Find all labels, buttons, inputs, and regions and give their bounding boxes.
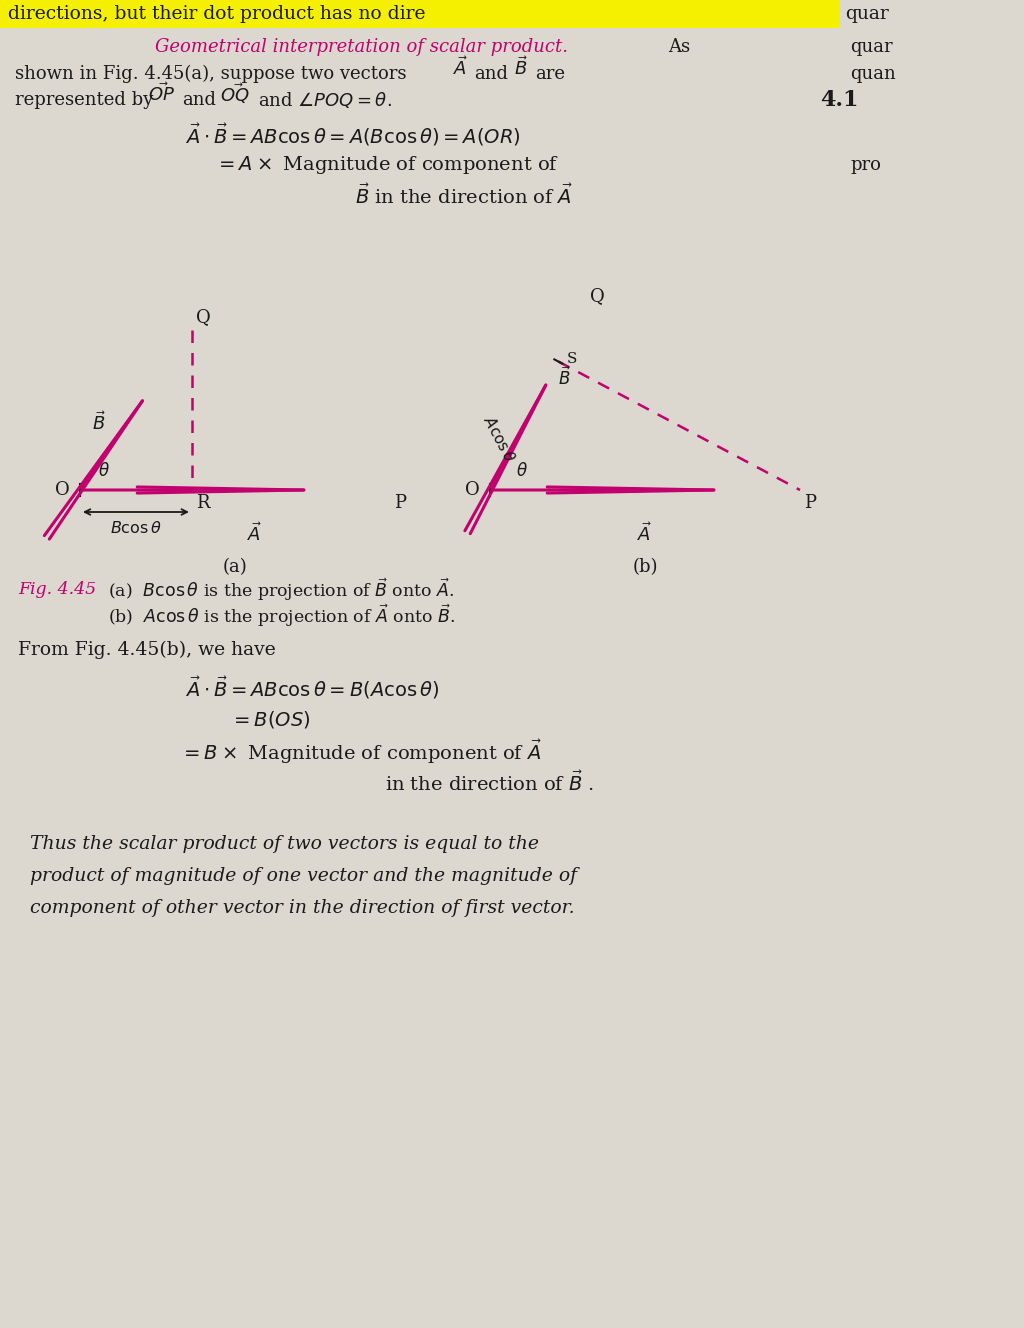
Text: (b)  $A\cos\theta$ is the projection of $\vec{A}$ onto $\vec{B}$.: (b) $A\cos\theta$ is the projection of $… xyxy=(108,603,455,629)
Text: $\theta$: $\theta$ xyxy=(98,462,110,479)
Text: $\vec{OQ}$: $\vec{OQ}$ xyxy=(220,81,250,106)
Text: (b): (b) xyxy=(632,558,657,576)
Text: pro: pro xyxy=(850,155,881,174)
Text: $\vec{A}$: $\vec{A}$ xyxy=(248,522,262,544)
Text: As: As xyxy=(668,39,690,56)
Text: and: and xyxy=(182,92,216,109)
Text: P: P xyxy=(394,494,406,513)
Text: $B\cos\theta$: $B\cos\theta$ xyxy=(110,521,162,537)
Text: $= A\times$ Magnitude of component of: $= A\times$ Magnitude of component of xyxy=(215,154,559,177)
Text: Q: Q xyxy=(590,287,605,305)
Text: represented by: represented by xyxy=(15,92,159,109)
Text: $\vec{A}\cdot \vec{B} = AB\cos\theta = A(B\cos\theta) = A(OR)$: $\vec{A}\cdot \vec{B} = AB\cos\theta = A… xyxy=(185,122,520,149)
Text: and: and xyxy=(474,65,508,82)
Text: in the direction of $\vec{B}$ .: in the direction of $\vec{B}$ . xyxy=(385,770,594,795)
Text: O: O xyxy=(465,481,480,499)
Text: shown in Fig. 4.45(a), suppose two vectors: shown in Fig. 4.45(a), suppose two vecto… xyxy=(15,65,413,84)
Text: (a): (a) xyxy=(222,558,248,576)
Text: O: O xyxy=(55,481,70,499)
Text: are: are xyxy=(535,65,565,82)
Text: $= B(OS)$: $= B(OS)$ xyxy=(230,709,310,730)
Text: $= B\times$ Magnitude of component of $\vec{A}$: $= B\times$ Magnitude of component of $\… xyxy=(180,738,543,766)
Text: quan: quan xyxy=(850,65,896,82)
Text: and $\angle POQ = \theta.$: and $\angle POQ = \theta.$ xyxy=(258,90,392,110)
Text: $A\cos\theta$: $A\cos\theta$ xyxy=(480,413,518,465)
Text: quar: quar xyxy=(850,39,893,56)
Text: (a)  $B\cos\theta$ is the projection of $\vec{B}$ onto $\vec{A}$.: (a) $B\cos\theta$ is the projection of $… xyxy=(108,576,455,603)
Text: Thus the scalar product of two vectors is equal to the: Thus the scalar product of two vectors i… xyxy=(30,835,539,853)
Text: $\vec{B}$: $\vec{B}$ xyxy=(92,412,106,434)
Text: component of other vector in the direction of first vector.: component of other vector in the directi… xyxy=(30,899,574,918)
Text: P: P xyxy=(804,494,816,513)
Text: $\vec{B}$: $\vec{B}$ xyxy=(558,367,571,389)
Text: S: S xyxy=(566,352,577,367)
Bar xyxy=(0,0,840,28)
Text: $\vec{A}\cdot \vec{B} = AB\cos\theta = B(A\cos\theta)$: $\vec{A}\cdot \vec{B} = AB\cos\theta = B… xyxy=(185,675,439,701)
Text: From Fig. 4.45(b), we have: From Fig. 4.45(b), we have xyxy=(18,641,275,659)
Text: $\vec{B}$ in the direction of $\vec{A}$: $\vec{B}$ in the direction of $\vec{A}$ xyxy=(355,183,573,208)
Text: Geometrical interpretation of scalar product.: Geometrical interpretation of scalar pro… xyxy=(155,39,568,56)
Text: $\theta$: $\theta$ xyxy=(516,462,528,479)
Text: $\vec{A}$: $\vec{A}$ xyxy=(638,522,652,544)
Text: 4.1: 4.1 xyxy=(820,89,858,112)
Text: Q: Q xyxy=(196,308,211,327)
Text: quar: quar xyxy=(845,5,889,23)
Text: Fig. 4.45: Fig. 4.45 xyxy=(18,582,96,599)
Text: $\vec{B}$: $\vec{B}$ xyxy=(514,57,528,80)
Text: $\vec{OP}$: $\vec{OP}$ xyxy=(148,82,175,105)
Text: $\vec{A}$: $\vec{A}$ xyxy=(453,57,468,80)
Text: R: R xyxy=(196,494,209,513)
Text: directions, but their dot product has no dire: directions, but their dot product has no… xyxy=(8,5,426,23)
Text: product of magnitude of one vector and the magnitude of: product of magnitude of one vector and t… xyxy=(30,867,578,884)
